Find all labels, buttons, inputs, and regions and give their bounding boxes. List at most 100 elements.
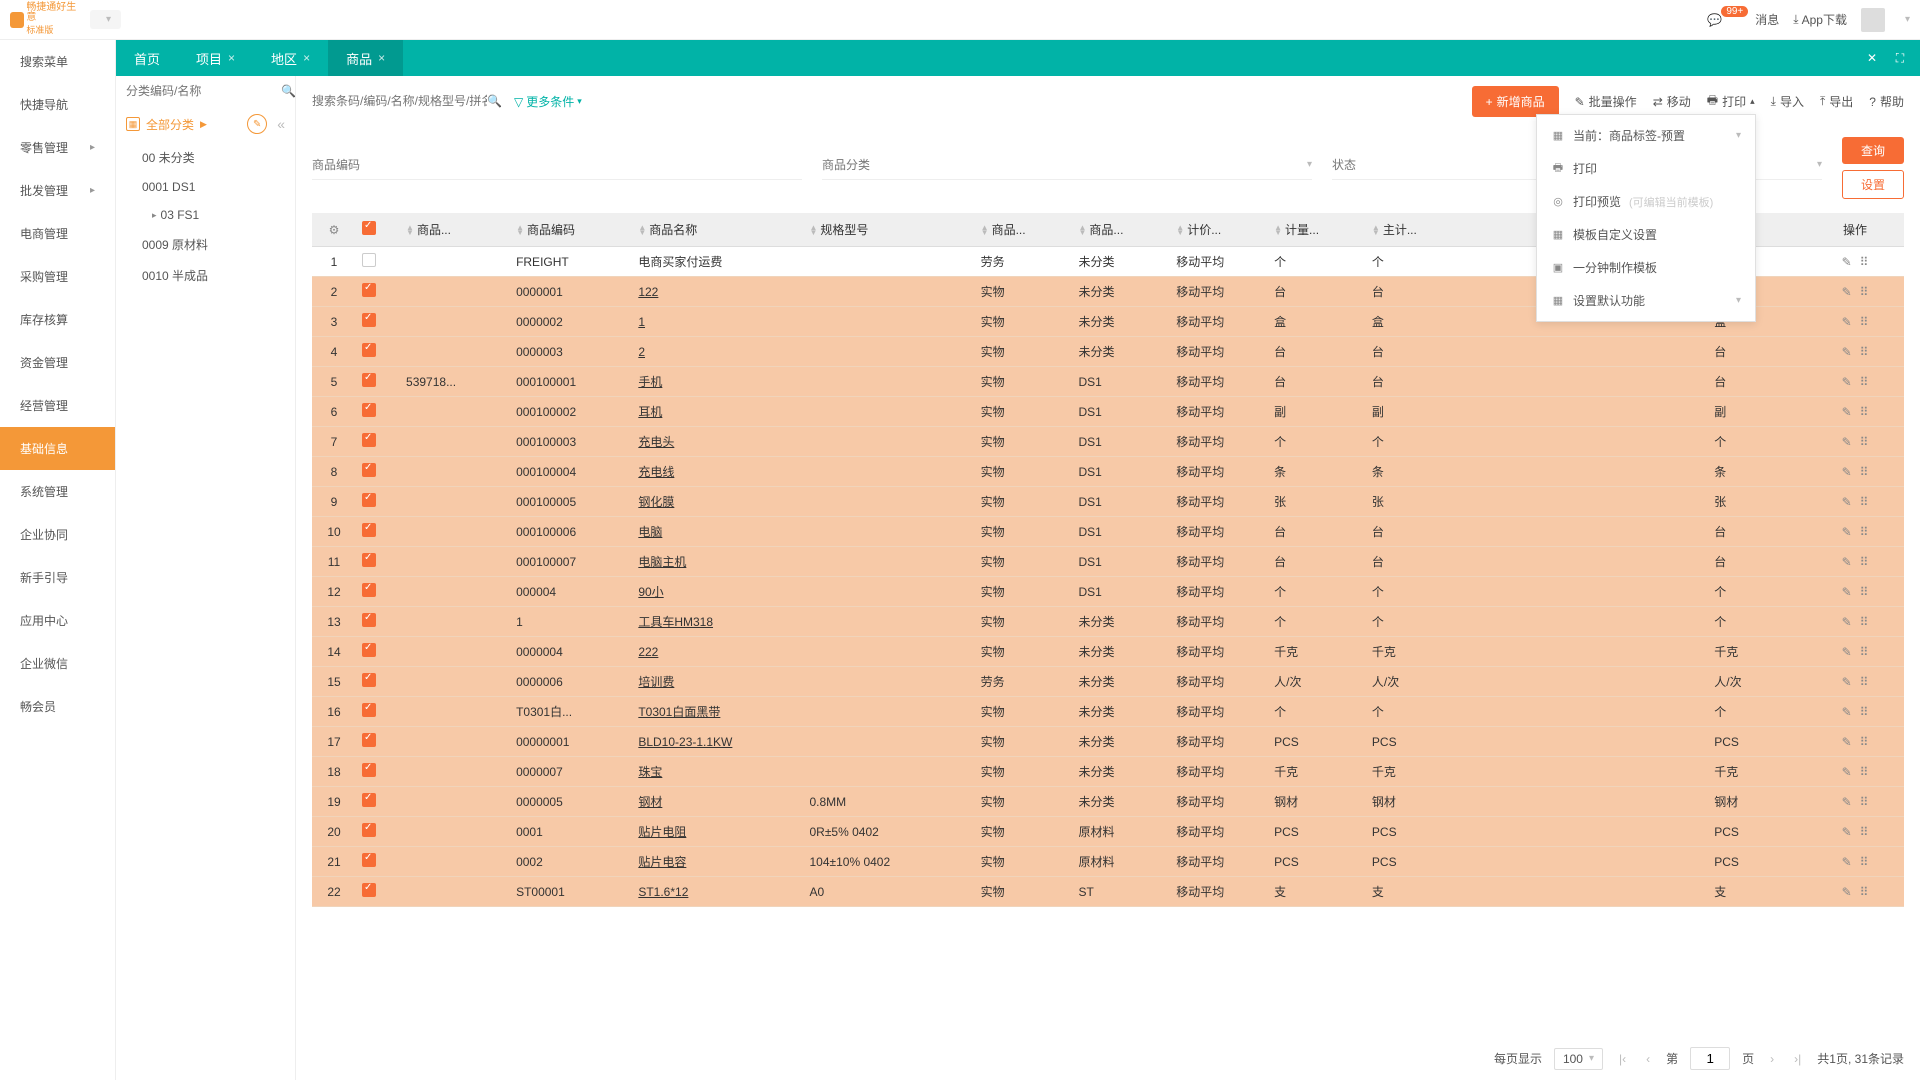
row-checkbox[interactable] [362, 823, 376, 837]
filter-product-category[interactable]: 商品分类▾ [822, 156, 1312, 180]
dd-print[interactable]: 🖶打印 [1537, 152, 1755, 185]
edit-row-icon[interactable]: ✎ [1842, 285, 1852, 299]
nav-item[interactable]: 基础信息 [0, 427, 115, 470]
more-row-icon[interactable]: ⠿ [1860, 255, 1869, 269]
tab-close-icon[interactable]: × [378, 51, 385, 65]
row-checkbox[interactable] [362, 403, 376, 417]
collapse-sidebar-icon[interactable]: « [277, 116, 285, 132]
table-row[interactable]: 18 0000007 珠宝 实物 未分类 移动平均 千克 千克 千克 ✎⠿ [312, 757, 1904, 787]
product-name-link[interactable]: 培训费 [638, 675, 674, 689]
nav-item[interactable]: 电商管理 [0, 212, 115, 255]
more-row-icon[interactable]: ⠿ [1860, 765, 1869, 779]
row-checkbox[interactable] [362, 853, 376, 867]
nav-item[interactable]: 快捷导航 [0, 83, 115, 126]
col-type[interactable]: ▲▼商品... [975, 213, 1073, 247]
import-button[interactable]: ⤓导入 [1771, 93, 1804, 110]
table-row[interactable]: 22 ST00001 ST1.6*12 A0 实物 ST 移动平均 支 支 支 … [312, 877, 1904, 907]
more-row-icon[interactable]: ⠿ [1860, 675, 1869, 689]
tree-all-categories[interactable]: 全部分类 [146, 116, 194, 133]
more-row-icon[interactable]: ⠿ [1860, 405, 1869, 419]
page-number-input[interactable] [1690, 1047, 1730, 1070]
edit-row-icon[interactable]: ✎ [1842, 345, 1852, 359]
table-row[interactable]: 13 1 工具车HM318 实物 未分类 移动平均 个 个 个 ✎⠿ [312, 607, 1904, 637]
nav-item[interactable]: 搜索菜单 [0, 40, 115, 83]
nav-item[interactable]: 系统管理 [0, 470, 115, 513]
row-checkbox[interactable] [362, 883, 376, 897]
row-checkbox[interactable] [362, 583, 376, 597]
nav-item[interactable]: 库存核算 [0, 298, 115, 341]
col-unit[interactable]: ▲▼计量... [1268, 213, 1366, 247]
product-name-link[interactable]: 充电头 [638, 435, 674, 449]
tree-item[interactable]: 0001 DS1 [116, 173, 295, 201]
product-name-link[interactable]: 2 [638, 345, 645, 359]
tab[interactable]: 首页 [116, 40, 178, 76]
nav-item[interactable]: 畅会员 [0, 685, 115, 728]
product-name-link[interactable]: 90小 [638, 585, 663, 599]
product-search-input[interactable] [312, 94, 487, 108]
edit-row-icon[interactable]: ✎ [1842, 885, 1852, 899]
tab-close-icon[interactable]: × [303, 51, 310, 65]
last-page-button[interactable]: ›| [1790, 1052, 1805, 1066]
chevron-down-icon[interactable]: ▾ [1905, 14, 1910, 25]
nav-item[interactable]: 采购管理 [0, 255, 115, 298]
col-name[interactable]: ▲▼商品名称 [632, 213, 803, 247]
company-selector[interactable]: ▾ [90, 10, 121, 29]
table-row[interactable]: 15 0000006 培训费 劳务 未分类 移动平均 人/次 人/次 人/次 ✎… [312, 667, 1904, 697]
row-checkbox[interactable] [362, 793, 376, 807]
dd-oneminute-template[interactable]: ▣一分钟制作模板 [1537, 251, 1755, 284]
product-name-link[interactable]: 电脑主机 [638, 555, 686, 569]
dd-set-default[interactable]: ▦设置默认功能▾ [1537, 284, 1755, 317]
edit-row-icon[interactable]: ✎ [1842, 315, 1852, 329]
nav-item[interactable]: 企业微信 [0, 642, 115, 685]
edit-row-icon[interactable]: ✎ [1842, 615, 1852, 629]
close-all-tabs-icon[interactable]: ✕ [1862, 48, 1882, 68]
edit-row-icon[interactable]: ✎ [1842, 585, 1852, 599]
more-row-icon[interactable]: ⠿ [1860, 315, 1869, 329]
more-row-icon[interactable]: ⠿ [1860, 585, 1869, 599]
more-row-icon[interactable]: ⠿ [1860, 705, 1869, 719]
row-checkbox[interactable] [362, 763, 376, 777]
table-row[interactable]: 5 539718... 000100001 手机 实物 DS1 移动平均 台 台… [312, 367, 1904, 397]
search-icon[interactable]: 🔍 [281, 84, 296, 98]
product-name-link[interactable]: 工具车HM318 [638, 615, 713, 629]
edit-row-icon[interactable]: ✎ [1842, 735, 1852, 749]
more-row-icon[interactable]: ⠿ [1860, 885, 1869, 899]
more-filters-button[interactable]: ▽ 更多条件 ▾ [514, 93, 582, 110]
row-checkbox[interactable] [362, 283, 376, 297]
product-name-link[interactable]: 钢材 [638, 795, 662, 809]
row-checkbox[interactable] [362, 673, 376, 687]
row-checkbox[interactable] [362, 253, 376, 267]
table-row[interactable]: 11 000100007 电脑主机 实物 DS1 移动平均 台 台 台 ✎⠿ [312, 547, 1904, 577]
tree-item[interactable]: ▸03 FS1 [116, 201, 295, 229]
more-row-icon[interactable]: ⠿ [1860, 735, 1869, 749]
row-checkbox[interactable] [362, 343, 376, 357]
table-row[interactable]: 21 0002 贴片电容 104±10% 0402 实物 原材料 移动平均 PC… [312, 847, 1904, 877]
edit-row-icon[interactable]: ✎ [1842, 555, 1852, 569]
row-checkbox[interactable] [362, 523, 376, 537]
page-size-select[interactable]: 100▾ [1554, 1048, 1603, 1070]
row-checkbox[interactable] [362, 373, 376, 387]
col-spec[interactable]: ▲▼规格型号 [804, 213, 975, 247]
row-checkbox[interactable] [362, 643, 376, 657]
more-row-icon[interactable]: ⠿ [1860, 435, 1869, 449]
tab[interactable]: 项目× [178, 40, 253, 76]
table-row[interactable]: 10 000100006 电脑 实物 DS1 移动平均 台 台 台 ✎⠿ [312, 517, 1904, 547]
fullscreen-icon[interactable]: ⛶ [1890, 48, 1910, 68]
row-checkbox[interactable] [362, 433, 376, 447]
more-row-icon[interactable]: ⠿ [1860, 465, 1869, 479]
settings-button[interactable]: 设置 [1842, 170, 1904, 199]
edit-row-icon[interactable]: ✎ [1842, 825, 1852, 839]
product-name-link[interactable]: 电脑 [638, 525, 662, 539]
tab-close-icon[interactable]: × [228, 51, 235, 65]
search-button[interactable]: 查询 [1842, 137, 1904, 164]
edit-row-icon[interactable]: ✎ [1842, 525, 1852, 539]
more-row-icon[interactable]: ⠿ [1860, 525, 1869, 539]
edit-row-icon[interactable]: ✎ [1842, 675, 1852, 689]
edit-row-icon[interactable]: ✎ [1842, 405, 1852, 419]
more-row-icon[interactable]: ⠿ [1860, 825, 1869, 839]
search-icon[interactable]: 🔍 [487, 94, 502, 108]
nav-item[interactable]: 应用中心 [0, 599, 115, 642]
tree-search-input[interactable] [126, 84, 281, 98]
col-settings[interactable]: ⚙ [312, 213, 356, 247]
product-name-link[interactable]: ST1.6*12 [638, 885, 688, 899]
